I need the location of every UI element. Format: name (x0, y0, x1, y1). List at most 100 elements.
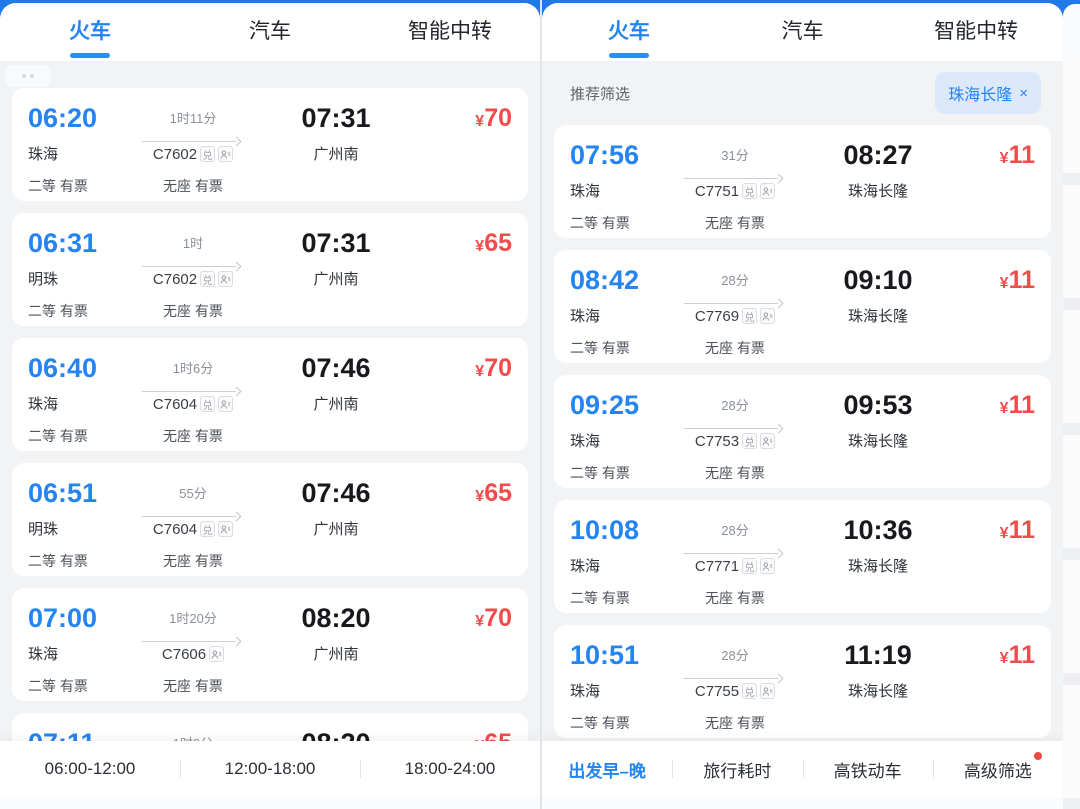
bottom-filter-item[interactable]: 出发早–晚 (542, 757, 672, 782)
id-card-badge-icon (760, 308, 776, 324)
close-icon[interactable]: × (1019, 84, 1028, 102)
arrival-station: 珠海长隆 (847, 183, 908, 200)
train-card[interactable]: 06:20 1时11分 07:31 ¥70 珠海 C7602 兑 (12, 88, 528, 201)
transport-mode-tab[interactable]: 智能中转 (360, 3, 540, 61)
departure-time: 10:51 (570, 640, 640, 670)
trip-duration: 28分 (662, 513, 808, 559)
duration-arrow-line (142, 266, 236, 267)
currency-symbol: ¥ (475, 488, 485, 505)
train-number: C7755 (694, 682, 740, 700)
trip-duration: 1时20分 (120, 601, 266, 647)
transport-mode-tab[interactable]: 火车 (0, 3, 180, 61)
tab-label: 汽车 (249, 19, 291, 43)
departure-station: 明珠 (28, 271, 59, 288)
currency-symbol: ¥ (999, 525, 1009, 542)
id-card-badge-icon (209, 646, 225, 662)
train-number: C7771 (694, 557, 740, 575)
train-number: C7769 (694, 307, 740, 325)
arrival-time: 07:31 (301, 228, 371, 258)
bottom-filter-item[interactable]: 旅行耗时 (672, 757, 802, 782)
transport-mode-tab[interactable]: 汽车 (180, 3, 360, 61)
id-card-badge-icon (218, 521, 234, 537)
departure-station: 珠海 (28, 146, 59, 163)
departure-station: 珠海 (570, 308, 601, 325)
seat-class-availability-2: 无座 有票 (163, 428, 223, 444)
train-card[interactable]: 08:42 28分 09:10 ¥11 珠海 C7769 兑 (554, 250, 1051, 363)
active-tab-underline (70, 52, 110, 58)
train-card[interactable]: 06:40 1时6分 07:46 ¥70 珠海 C7604 兑 (12, 338, 528, 451)
train-result-list[interactable]: 推荐筛选 珠海长隆 × 07:56 31分 08:27 ¥11 珠海 C7751… (542, 61, 1063, 809)
duration-arrow-line (142, 391, 236, 392)
departure-station: 珠海 (28, 646, 59, 663)
train-card[interactable]: 07:56 31分 08:27 ¥11 珠海 C7751 兑 (554, 125, 1051, 238)
train-card[interactable]: 06:51 55分 07:46 ¥65 明珠 C7604 兑 (12, 463, 528, 576)
seat-class-availability-1: 二等 有票 (28, 178, 88, 194)
train-number-row: C7769 兑 (662, 301, 808, 328)
bottom-safe-area (0, 797, 540, 809)
bottom-filter-item[interactable]: 18:00-24:00 (360, 759, 540, 779)
bottom-filter-item[interactable]: 高铁动车 (803, 757, 933, 782)
bottom-filter-label: 06:00-12:00 (44, 759, 136, 778)
bottom-filter-item[interactable]: 高级筛选 (933, 751, 1063, 782)
ticket-price: ¥11 (948, 138, 1035, 176)
train-number-row: C7606 (120, 639, 266, 666)
ticket-price: ¥11 (948, 388, 1035, 426)
ticket-price: ¥65 (406, 226, 512, 264)
train-list-screen-chimelong: 火车 汽车 智能中转 推荐筛选 珠海长隆 × 07:56 31分 (542, 0, 1063, 809)
destination-filter-chip[interactable]: 珠海长隆 × (935, 72, 1041, 114)
train-result-list[interactable]: 06:20 1时11分 07:31 ¥70 珠海 C7602 兑 (0, 61, 540, 809)
recommended-filter-row: 推荐筛选 珠海长隆 × (554, 61, 1051, 125)
departure-station: 珠海 (570, 183, 601, 200)
trip-duration: 1时 (120, 226, 266, 272)
points-exchange-badge-icon: 兑 (200, 271, 216, 287)
train-card[interactable]: 10:51 28分 11:19 ¥11 珠海 C7755 兑 (554, 625, 1051, 738)
seat-class-availability-1: 二等 有票 (570, 590, 630, 606)
arrival-time: 08:20 (301, 603, 371, 633)
departure-station: 珠海 (570, 433, 601, 450)
departure-time: 06:51 (28, 478, 98, 508)
tab-label: 智能中转 (934, 19, 1019, 43)
bottom-filter-item[interactable]: 12:00-18:00 (180, 759, 360, 779)
id-card-badge-icon (218, 271, 234, 287)
seat-class-availability-1: 二等 有票 (28, 428, 88, 444)
duration-label: 1时6分 (172, 361, 214, 376)
train-card[interactable]: 10:08 28分 10:36 ¥11 珠海 C7771 兑 (554, 500, 1051, 613)
edge-card-bands (1063, 60, 1080, 809)
duration-label: 1时 (182, 236, 204, 251)
currency-symbol: ¥ (999, 400, 1009, 417)
currency-symbol: ¥ (475, 238, 485, 255)
id-card-badge-icon (760, 183, 776, 199)
seat-class-availability-2: 无座 有票 (705, 715, 765, 731)
train-card[interactable]: 07:00 1时20分 08:20 ¥70 珠海 C7606 (12, 588, 528, 701)
departure-time: 06:31 (28, 228, 98, 258)
train-card[interactable]: 06:31 1时 07:31 ¥65 明珠 C7602 兑 (12, 213, 528, 326)
price-value: 65 (484, 479, 512, 507)
arrival-time: 11:19 (844, 640, 912, 670)
seat-class-availability-1: 二等 有票 (28, 303, 88, 319)
departure-time: 07:00 (28, 603, 98, 633)
duration-arrow-line (684, 428, 778, 429)
transport-mode-tab[interactable]: 智能中转 (889, 3, 1063, 61)
transport-mode-tab[interactable]: 火车 (542, 3, 716, 61)
transport-tab-bar: 火车 汽车 智能中转 (0, 3, 540, 61)
train-number: C7602 (152, 145, 198, 163)
ticket-price: ¥11 (948, 263, 1035, 301)
tab-label: 智能中转 (408, 19, 492, 43)
bottom-filter-item[interactable]: 06:00-12:00 (0, 759, 180, 779)
arrival-station: 珠海长隆 (847, 433, 908, 450)
arrival-time: 07:46 (301, 353, 371, 383)
train-number: C7751 (694, 182, 740, 200)
bottom-filter-label: 高级筛选 (964, 751, 1042, 782)
content-sheet: 火车 汽车 智能中转 推荐筛选 珠海长隆 × 07:56 31分 (542, 3, 1063, 809)
departure-station: 珠海 (570, 683, 601, 700)
seat-class-availability-1: 二等 有票 (28, 678, 88, 694)
arrival-time: 09:53 (843, 390, 913, 420)
transport-mode-tab[interactable]: 汽车 (716, 3, 890, 61)
train-number-row: C7771 兑 (662, 551, 808, 578)
arrival-time: 08:27 (843, 140, 913, 170)
train-number-row: C7755 兑 (662, 676, 808, 703)
train-card[interactable]: 09:25 28分 09:53 ¥11 珠海 C7753 兑 (554, 375, 1051, 488)
recommended-filter-label: 推荐筛选 (570, 85, 631, 103)
bottom-filter-label: 12:00-18:00 (224, 759, 316, 778)
